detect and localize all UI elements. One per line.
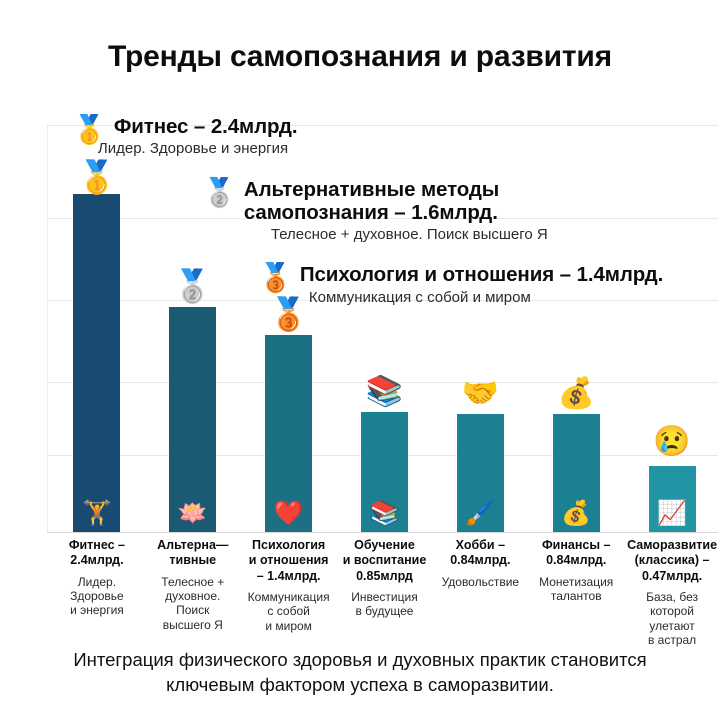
bar-education[interactable]: 📚	[361, 412, 408, 532]
gold-medal-icon: 🥇	[72, 114, 107, 145]
bronze-medal-icon: 🥉	[258, 262, 293, 293]
paintbrush-icon: 🖌️	[465, 500, 496, 527]
callout-subtext: Телесное + духовное. Поиск высшего Я	[270, 226, 548, 244]
callout-subtext: Коммуникация с собой и миром	[308, 289, 531, 307]
gridline	[47, 300, 718, 301]
callout-subtext: Лидер. Здоровье и энергия	[97, 140, 289, 158]
bar-psychology[interactable]: ❤️	[265, 335, 313, 532]
bar-alternative[interactable]: 🪷	[169, 306, 217, 532]
books-icon: 📚	[369, 500, 400, 527]
category-label-alternative: Альтерна— тивные Телесное + духовное. Пои…	[146, 538, 239, 632]
callout-heading: Психология и отношения – 1.4млрд.	[299, 263, 664, 286]
category-label-hobby: Хобби – 0.84млрд. Удовольствие	[434, 538, 527, 589]
category-name: Хобби – 0.84млрд.	[450, 538, 511, 568]
chart-increasing-icon: 📈	[657, 500, 688, 527]
category-description: Лидер. Здоровье и энергия	[70, 574, 124, 618]
lotus-icon: 🪷	[177, 500, 208, 527]
category-name: Фитнес – 2.4млрд.	[68, 538, 126, 568]
y-axis-line	[47, 125, 48, 533]
red-heart-icon: ❤️	[273, 500, 304, 527]
crying-face-icon: 😢	[653, 424, 691, 458]
callout-heading: Фитнес – 2.4млрд.	[113, 115, 298, 138]
category-label-education: Обучение и воспитание 0.85млрд Инвестиция…	[338, 538, 431, 619]
silver-medal-icon: 🥈	[202, 177, 237, 208]
gridline	[47, 382, 718, 383]
books-icon: 📚	[365, 375, 404, 409]
category-name: Обучение и воспитание 0.85млрд	[342, 538, 427, 583]
category-label-classic: Саморазвитие (классика) – 0.47млрд. База,…	[626, 538, 719, 647]
category-name: Психология и отношения – 1.4млрд.	[248, 538, 329, 583]
dumbbell-icon: 🏋️	[81, 500, 112, 527]
money-bag-icon: 💰	[561, 500, 592, 527]
category-description: База, без которой улетают в астрал	[646, 589, 699, 647]
bronze-medal-icon: 🥉	[268, 296, 309, 333]
category-description: Коммуникация с собой и миром	[247, 589, 330, 633]
category-label-fitness: Фитнес – 2.4млрд. Лидер. Здоровье и энерг…	[51, 538, 144, 618]
gridline	[47, 125, 718, 126]
silver-medal-icon: 🥈	[172, 267, 213, 304]
bar-classic[interactable]: 📈	[648, 465, 696, 532]
category-description: Инвестиция в будущее	[351, 589, 418, 619]
page-title: Тренды самопознания и развития	[108, 40, 612, 73]
category-labels: Фитнес – 2.4млрд. Лидер. Здоровье и энерг…	[47, 538, 718, 647]
category-name: Саморазвитие (классика) – 0.47млрд.	[627, 538, 718, 583]
category-label-psychology: Психология и отношения – 1.4млрд. Коммуни…	[242, 538, 335, 633]
handshake-icon: 🤝	[461, 376, 500, 410]
money-bag-icon: 💰	[557, 376, 595, 410]
category-name: Финансы – 0.84млрд.	[541, 538, 611, 568]
category-name: Альтерна— тивные	[157, 538, 229, 568]
footer-caption: Интеграция физического здоровья и духовн…	[73, 649, 647, 695]
category-description: Телесное + духовное. Поиск высшего Я	[161, 574, 225, 632]
callout-psychology: 🥉 Психология и отношения – 1.4млрд. Комм…	[258, 263, 688, 307]
bar-fitness[interactable]: 🏋️	[73, 194, 121, 532]
category-description: Удовольствие	[441, 574, 520, 589]
callout-alternative: 🥈 Альтернативные методы самопознания – 1…	[202, 178, 642, 244]
bar-hobby[interactable]: 🖌️	[456, 413, 504, 532]
callout-heading: Альтернативные методы самопознания – 1.6…	[243, 178, 500, 225]
gold-medal-icon: 🥇	[77, 159, 117, 196]
gridline	[47, 218, 718, 219]
bar-finance[interactable]: 💰	[552, 413, 600, 532]
category-label-finance: Финансы – 0.84млрд. Монетизация талантов	[530, 538, 623, 603]
callout-fitness: 🥇 Фитнес – 2.4млрд. Лидер. Здоровье и эн…	[72, 114, 298, 158]
category-description: Монетизация талантов	[539, 574, 614, 603]
x-axis-line	[47, 532, 718, 533]
